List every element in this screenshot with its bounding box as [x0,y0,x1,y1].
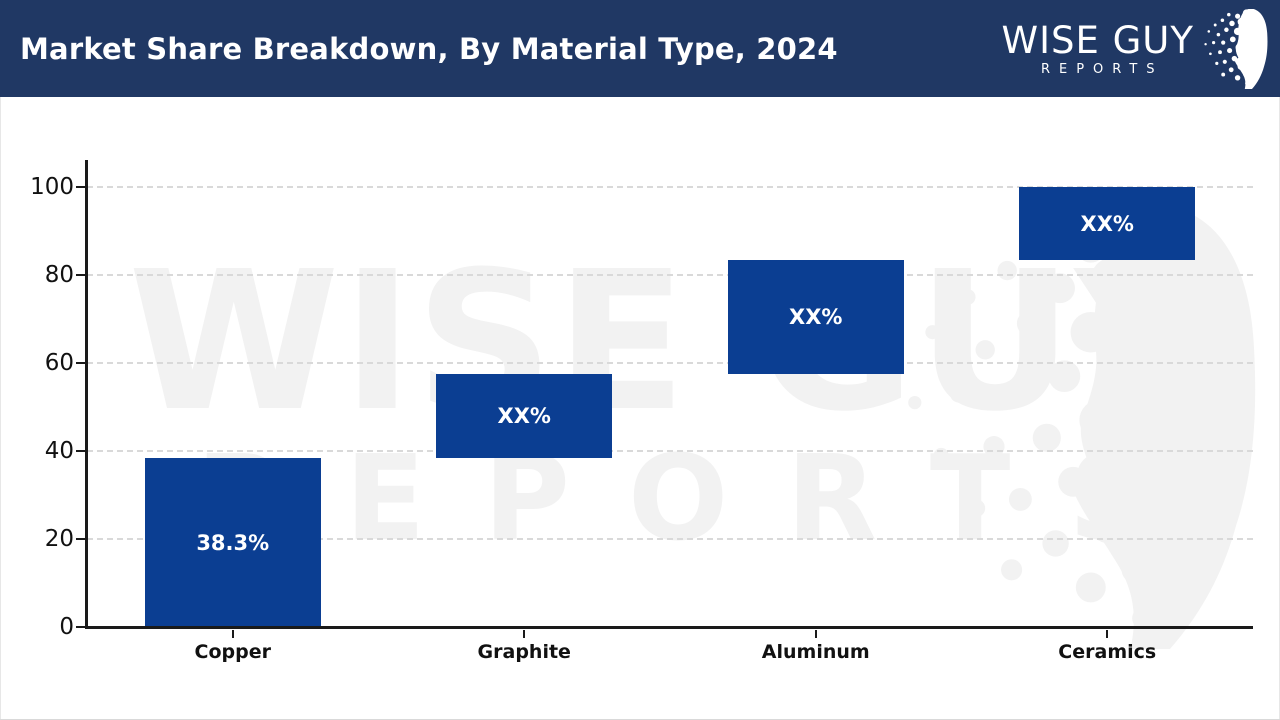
gridline [87,362,1253,364]
bar-value-label: XX% [789,305,843,329]
x-category-label: Copper [194,641,271,663]
waterfall-bar-aluminum: XX% [727,260,904,374]
watermark-wordmark-line1: WISE GUY [128,231,1217,454]
wise-guy-reports-logo: WISE GUY REPORTS [1002,8,1268,89]
face-profile-logo-icon [1204,8,1268,89]
y-tick-mark [76,626,85,628]
header: Market Share Breakdown, By Material Type… [0,0,1280,97]
watermark-wordmark-line2: REPORTS [196,429,1212,567]
gridline [87,186,1253,188]
bar-value-label: XX% [1080,211,1134,236]
gridline [87,274,1253,276]
x-axis-line [85,626,1253,629]
x-category-label: Ceramics [1058,641,1157,663]
waterfall-bar-ceramics: XX% [1019,187,1196,261]
x-tick-mark [814,630,817,638]
y-tick-mark [76,186,85,188]
y-tick-label: 40 [44,438,74,464]
logo-wordmark: WISE GUY REPORTS [1002,22,1194,76]
x-tick-mark [1106,630,1109,638]
page-title: Market Share Breakdown, By Material Type… [20,31,838,66]
watermark: WISE GUY REPORTS [0,97,1280,720]
y-tick-label: 0 [59,614,74,640]
x-category-label: Graphite [477,641,571,663]
bar-value-label: 38.3% [196,530,270,555]
y-tick-label: 20 [44,526,74,552]
gridline [87,450,1253,452]
x-category-label: Aluminum [761,641,870,663]
y-tick-label: 100 [30,174,74,200]
y-tick-mark [76,274,85,276]
waterfall-bar-graphite: XX% [436,373,613,459]
y-tick-mark [76,450,85,452]
waterfall-bar-copper: 38.3% [144,458,321,627]
y-tick-mark [76,362,85,364]
y-tick-mark [76,538,85,540]
y-axis-line [85,160,88,629]
logo-wordmark-line1: WISE GUY [1001,18,1194,62]
image-left-border [0,97,1,720]
bar-value-label: XX% [497,404,551,428]
x-tick-mark [523,630,526,638]
y-tick-label: 60 [44,350,74,376]
y-tick-label: 80 [44,262,74,288]
gridline [87,538,1253,540]
waterfall-chart: WISE GUY REPORTS 38.3% XX% XX% XX% 0 20 40 60 8… [0,97,1280,720]
x-tick-mark [231,630,234,638]
logo-wordmark-line2: REPORTS [1040,61,1164,77]
